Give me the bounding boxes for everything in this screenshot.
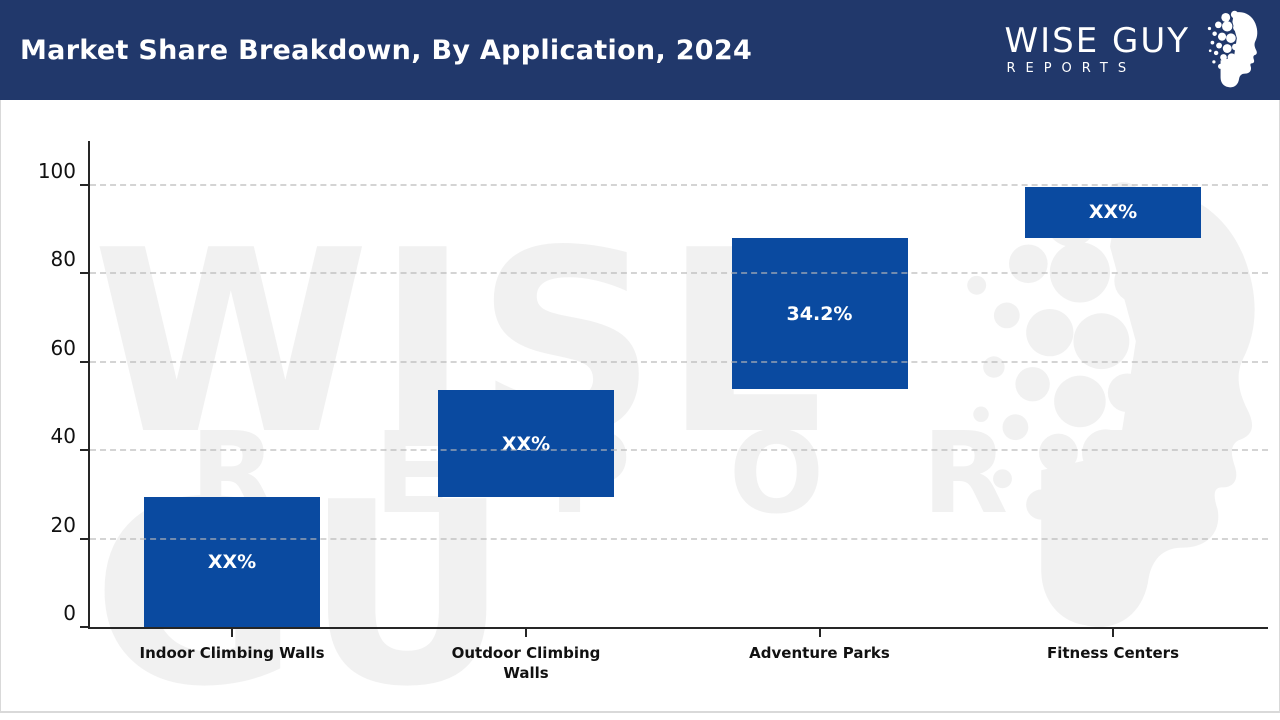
- y-tick-mark-80: [80, 272, 88, 275]
- bar-value-label: XX%: [501, 432, 551, 455]
- y-tick-label-100: 100: [37, 159, 76, 183]
- y-tick-mark-100: [80, 184, 88, 186]
- bar-fitness-centers: XX%: [1025, 186, 1201, 239]
- logo-face-icon: [1207, 10, 1258, 88]
- y-tick-label-60: 60: [50, 335, 76, 360]
- wiseguy-logo: WISE GUY REPORTS: [1004, 8, 1262, 92]
- y-tick-mark-0: [80, 626, 88, 628]
- x-tick-mark-3: [818, 629, 821, 637]
- x-category-label-4: Fitness Centers: [1046, 644, 1180, 662]
- header-bar: Market Share Breakdown, By Application, …: [0, 0, 1280, 100]
- x-tick-mark-4: [1112, 629, 1114, 637]
- bar-value-label: XX%: [1088, 201, 1138, 224]
- gridline-y-80: [90, 272, 1268, 275]
- y-tick-mark-20: [80, 537, 88, 540]
- bar-value-label: 34.2%: [786, 302, 853, 325]
- gridline-y-100: [90, 184, 1268, 186]
- plot-area: 0 20 40 60 80 100 XX% Indoor Climbing Walls XX% O…: [38, 141, 1268, 682]
- y-tick-label-0: 0: [63, 601, 76, 625]
- x-category-label-3: Adventure Parks: [749, 644, 890, 662]
- x-tick-mark-1: [231, 629, 233, 637]
- gridline-y-60: [90, 360, 1268, 363]
- y-tick-label-80: 80: [50, 247, 76, 272]
- y-tick-label-40: 40: [50, 424, 76, 449]
- y-tick-mark-40: [80, 449, 88, 452]
- bar-value-label: XX%: [207, 551, 257, 574]
- logo-wordmark: WISE GUY: [1004, 21, 1190, 61]
- gridline-y-20: [90, 537, 1268, 540]
- gridline-y-40: [90, 449, 1268, 452]
- bar-outdoor-climbing-walls: XX%: [438, 390, 614, 498]
- bar-indoor-climbing-walls: XX%: [144, 497, 320, 627]
- y-tick-label-20: 20: [50, 512, 76, 537]
- chart-title: Market Share Breakdown, By Application, …: [20, 34, 753, 66]
- x-tick-mark-2: [525, 629, 527, 637]
- logo-subtitle: REPORTS: [1006, 61, 1137, 76]
- x-category-label-2: Outdoor Climbing Walls: [451, 644, 601, 683]
- x-category-label-1: Indoor Climbing Walls: [139, 644, 325, 662]
- bar-adventure-parks: 34.2%: [731, 238, 908, 390]
- y-tick-mark-60: [80, 360, 88, 363]
- logo-text: WISE GUY REPORTS: [1004, 24, 1190, 76]
